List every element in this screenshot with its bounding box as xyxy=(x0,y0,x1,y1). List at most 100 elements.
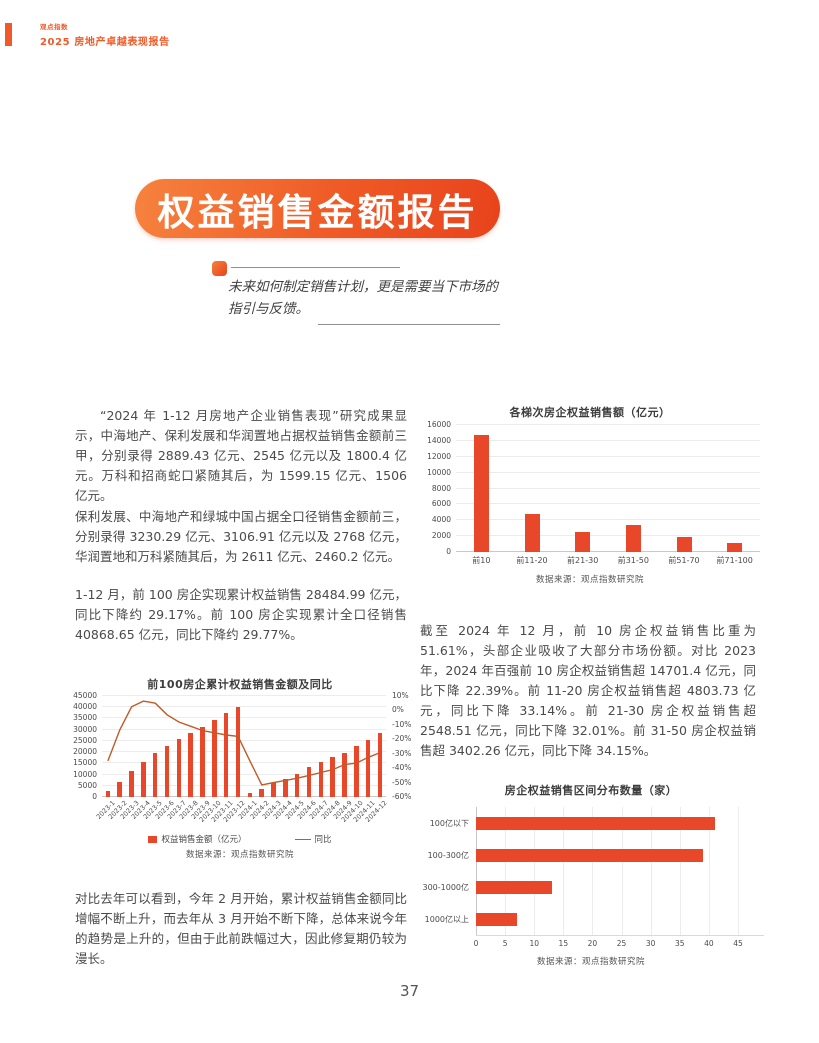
x-tick-label: 前11-20 xyxy=(516,556,548,565)
chart-plot-area: 0 5000 10000 15000 20000 25000 30000 35000 40000… xyxy=(64,691,416,833)
bar xyxy=(117,782,122,797)
page-header: 观点指数 2025 房地产卓越表现报告 xyxy=(40,21,170,48)
chart-plot-area: 0 2000 4000 6000 8000 10000 12000 14000 16000 前10… xyxy=(420,420,760,566)
chart-plot-area: 100亿以下 100-300亿 300-1000亿 1000亿以上 0 5 10 15 20 25… xyxy=(418,807,764,951)
grid-line xyxy=(592,807,594,935)
quote-marker-icon xyxy=(212,261,227,276)
grid-line xyxy=(102,751,386,753)
x-axis: 0 5 10 15 20 25 30 35 40 45 xyxy=(473,939,764,951)
x-tick-label: 0 xyxy=(473,939,479,948)
x-tick-label: 45 xyxy=(733,939,743,948)
chart-title: 前100房企累计权益销售金额及同比 xyxy=(147,678,333,691)
right-tick-label: 10% xyxy=(392,691,409,700)
x-tick-label: 前51-70 xyxy=(668,556,700,565)
paragraph-tier-analysis: 截至 2024 年 12 月，前 10 房企权益销售比重为 51.61%，头部企… xyxy=(420,623,756,758)
right-tick-label: -60% xyxy=(392,792,412,801)
grid-line xyxy=(456,424,760,425)
right-tick-label: -40% xyxy=(392,763,412,773)
y-tick-label: 12000 xyxy=(427,451,451,461)
legend-item-line: 同比 xyxy=(294,833,332,845)
chart-source: 数据来源：观点指数研究院 xyxy=(536,957,645,967)
legend-item-bar: 权益销售金额（亿元） xyxy=(148,833,247,845)
y-tick-label: 8000 xyxy=(431,483,451,493)
bar-slot xyxy=(659,425,710,552)
grid-line xyxy=(456,487,760,489)
x-tick-label: 25 xyxy=(616,939,627,948)
x-tick-label: 35 xyxy=(674,939,685,948)
bar xyxy=(223,712,229,797)
tier-sales-bar-chart: 各梯次房企权益销售额（亿元） 0 2000 4000 6000 8000 10000 120… xyxy=(420,404,760,585)
brand-name: 观点指数 xyxy=(40,23,68,31)
left-tick-label: 0 xyxy=(92,792,97,801)
grid-line xyxy=(102,796,386,797)
bar xyxy=(625,525,641,552)
bar xyxy=(476,848,704,862)
x-tick-label: 前10 xyxy=(472,556,491,565)
bar-slot xyxy=(185,696,197,797)
y-tick-label: 4000 xyxy=(431,515,451,525)
right-tick-label: 0% xyxy=(392,705,404,715)
left-tick-label: 40000 xyxy=(73,702,97,712)
page-number: 37 xyxy=(399,982,420,1000)
bar-slot xyxy=(173,696,185,797)
grid-line xyxy=(505,807,507,935)
y-axis: 0 2000 4000 6000 8000 10000 12000 14000 16000 xyxy=(420,420,456,556)
bar-slot xyxy=(557,425,608,552)
quote-text: 未来如何制定销售计划，更是需要当下市场的指引与反馈。 xyxy=(228,279,498,317)
bar xyxy=(365,739,371,797)
legend-bar-swatch-icon xyxy=(148,835,158,843)
category-label: 100-300亿 xyxy=(427,850,469,860)
bar xyxy=(330,756,335,797)
left-y-axis: 0 5000 10000 15000 20000 25000 30000 35000 40000… xyxy=(64,691,102,801)
plot-grid xyxy=(102,695,386,797)
plot: 0 5000 10000 15000 20000 25000 30000 35000 40000… xyxy=(64,691,416,801)
header-accent-bar xyxy=(5,23,12,46)
quote-bottom-rule xyxy=(318,324,500,325)
bar-slot xyxy=(268,696,280,797)
bar xyxy=(188,733,193,797)
x-tick-label: 10 xyxy=(529,939,539,948)
plot: 100亿以下 100-300亿 300-1000亿 1000亿以上 xyxy=(418,807,764,936)
category-label: 1000亿以上 xyxy=(424,914,469,924)
grid-line xyxy=(456,519,760,521)
chart-source: 数据来源：观点指数研究院 xyxy=(535,575,644,585)
grid-line xyxy=(456,439,760,441)
bar-slot xyxy=(608,425,659,552)
bar-slot xyxy=(126,696,138,797)
grid-line xyxy=(102,739,386,741)
bar-slot xyxy=(244,696,256,797)
bar xyxy=(354,745,359,797)
bar xyxy=(524,513,540,552)
x-tick-label: 30 xyxy=(645,939,656,948)
left-tick-label: 35000 xyxy=(73,713,97,723)
grid-line xyxy=(563,807,565,935)
right-tick-label: -10% xyxy=(392,719,412,729)
chart-title: 各梯次房企权益销售额（亿元） xyxy=(509,406,671,419)
bar-slot xyxy=(114,696,126,797)
paragraph-fullcaliber-top3: 保利发展、中海地产和绿城中国占据全口径销售金额前三，分别录得 3230.29 亿… xyxy=(75,509,407,564)
bar-slot xyxy=(315,696,327,797)
bar xyxy=(476,816,715,830)
bar-slot xyxy=(220,696,232,797)
left-tick-label: 30000 xyxy=(73,724,97,734)
x-tick-label: 20 xyxy=(587,939,598,948)
bar-slot xyxy=(374,696,386,797)
x-tick-label: 5 xyxy=(502,939,508,948)
y-tick-label: 10000 xyxy=(427,467,451,477)
grid-line xyxy=(102,728,386,730)
legend-label: 权益销售金额（亿元） xyxy=(161,835,247,845)
paragraph-top100-totals: 1-12 月，前 100 房企实现累计权益销售 28484.99 亿元，同比下降… xyxy=(75,587,407,642)
x-tick-label: 15 xyxy=(558,939,569,948)
right-tick-label: -20% xyxy=(392,734,412,744)
left-tick-label: 5000 xyxy=(77,780,97,790)
bars xyxy=(456,425,760,552)
bar xyxy=(164,745,170,797)
right-y-axis: -60% -50% -40% -30% -20% -10% 0% 10% xyxy=(386,691,416,801)
grid-line xyxy=(738,807,739,935)
bar-slot xyxy=(161,696,173,797)
x-tick-label: 40 xyxy=(704,939,714,948)
bar-slot xyxy=(507,425,558,552)
bar-slot xyxy=(456,425,507,552)
x-axis: 前10 前11-20 前21-30 前31-50 前51-70 前71-100 xyxy=(456,555,760,566)
left-tick-label: 10000 xyxy=(73,769,97,779)
